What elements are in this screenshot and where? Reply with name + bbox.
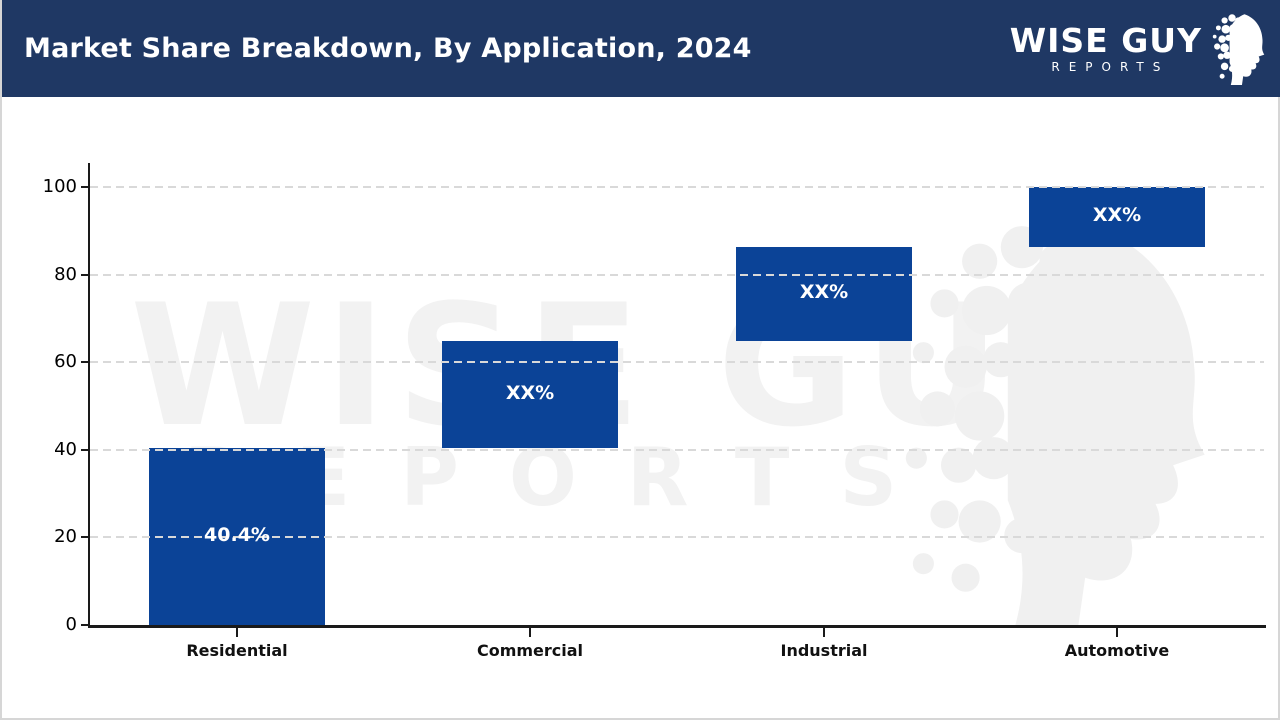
y-axis-tick: [81, 273, 90, 276]
bar-value-label: XX%: [1092, 204, 1142, 226]
y-tick-label: 60: [54, 351, 77, 373]
y-tick-label: 20: [54, 526, 77, 548]
x-category-label: Industrial: [780, 641, 868, 660]
bar-value-label: 40.4%: [204, 524, 270, 546]
y-axis-tick: [81, 186, 90, 188]
y-tick-label: 40: [54, 438, 77, 460]
logo-text: WISE GUY REPORTS: [1010, 24, 1202, 73]
y-axis-tick: [81, 624, 90, 626]
header: Market Share Breakdown, By Application, …: [2, 0, 1280, 97]
bar-value-label: XX%: [505, 382, 555, 404]
y-axis-tick: [81, 448, 90, 451]
x-axis-spine: [88, 625, 1266, 628]
logo-line2: REPORTS: [1051, 60, 1170, 74]
y-axis-tick: [81, 536, 90, 539]
gridline: [90, 186, 1264, 188]
x-axis-tick: [1116, 628, 1118, 637]
y-tick-label: 0: [65, 614, 77, 635]
gridline: [90, 536, 1264, 539]
x-category-label: Automotive: [1064, 641, 1170, 660]
y-tick-label: 100: [42, 176, 77, 197]
gridline: [90, 361, 1264, 364]
x-category-label: Residential: [186, 641, 288, 660]
bar-industrial: [736, 247, 912, 341]
y-axis-tick: [81, 361, 90, 364]
x-axis-tick: [529, 628, 531, 637]
page-title: Market Share Breakdown, By Application, …: [24, 33, 752, 64]
bar-automotive: [1029, 187, 1205, 247]
x-axis-tick: [823, 628, 825, 637]
logo-line1: WISE GUY: [1009, 21, 1202, 60]
y-tick-label: 80: [54, 263, 77, 285]
gridline: [90, 273, 1264, 276]
gridline: [90, 448, 1264, 451]
wiseguy-logo: WISE GUY REPORTS: [1010, 11, 1268, 87]
x-axis-tick: [236, 628, 238, 637]
y-axis-spine: [88, 163, 90, 627]
bar-commercial: [442, 341, 618, 448]
bar-value-label: XX%: [799, 281, 849, 303]
x-category-label: Commercial: [476, 641, 584, 660]
wiseguy-face-watermark-icon: [905, 226, 1205, 627]
wiseguy-face-icon: [1212, 13, 1265, 85]
